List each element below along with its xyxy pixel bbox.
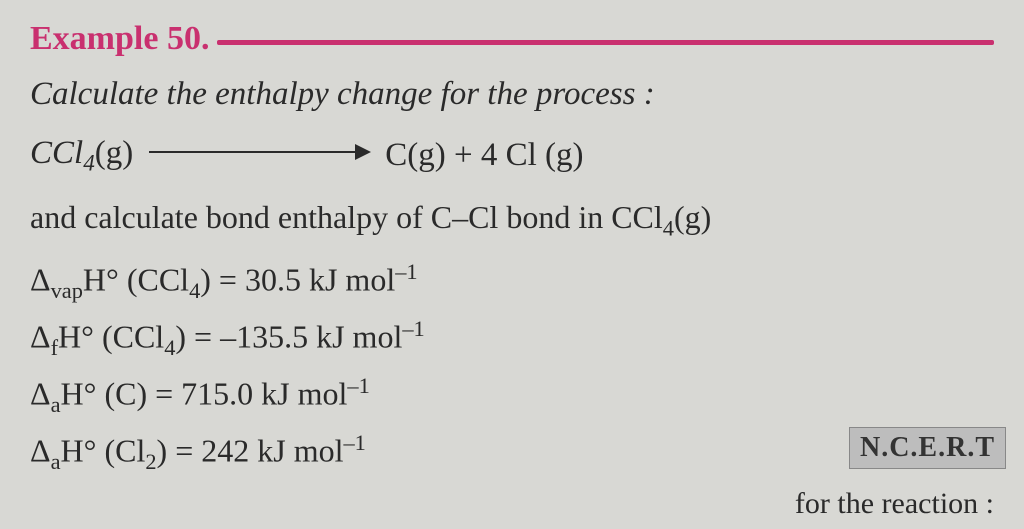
bond-enthalpy-prompt: and calculate bond enthalpy of C–Cl bond…	[30, 199, 994, 241]
equation-lhs: CCl4(g)	[30, 135, 133, 177]
value: = 715.0 kJ mol	[155, 376, 347, 412]
species: CCl	[137, 262, 189, 298]
species-sub: 4	[164, 335, 175, 360]
delta-sub: a	[51, 392, 61, 417]
partial-cutoff-text: for the reaction :	[795, 487, 994, 521]
reaction-arrow-icon	[149, 151, 369, 153]
exp: –1	[347, 373, 369, 398]
value: = 242 kJ mol	[175, 433, 343, 469]
species: C	[115, 376, 136, 412]
example-header: Example 50.	[30, 20, 994, 58]
data-line: ΔfH° (CCl4) = –135.5 kJ mol–1	[30, 316, 994, 361]
value: = –135.5 kJ mol	[194, 319, 402, 355]
rhs-plus: + 4 Cl (g)	[446, 137, 584, 173]
subtext-a-state: (g)	[674, 199, 711, 235]
exp: –1	[343, 430, 365, 455]
header-rule	[217, 40, 994, 45]
data-line: ΔvapH° (CCl4) = 30.5 kJ mol–1	[30, 259, 994, 304]
delta-sub: vap	[51, 278, 83, 303]
example-label: Example 50.	[30, 20, 209, 58]
lhs-sub: 4	[83, 150, 95, 176]
species: Cl	[115, 433, 145, 469]
problem-prompt: Calculate the enthalpy change for the pr…	[30, 76, 994, 113]
species-sub: 4	[189, 278, 200, 303]
exp: –1	[402, 316, 424, 341]
rhs-a: C(g)	[385, 137, 446, 173]
data-line: ΔaH° (C) = 715.0 kJ mol–1	[30, 373, 994, 418]
subtext-a: and calculate bond enthalpy of C–Cl bond…	[30, 199, 663, 235]
value: = 30.5 kJ mol	[219, 262, 395, 298]
delta-sub: f	[51, 335, 58, 360]
reaction-equation: CCl4(g) C(g) + 4 Cl (g)	[30, 135, 994, 177]
subtext-a-sub: 4	[663, 215, 674, 240]
species: CCl	[113, 319, 165, 355]
delta-sub: a	[51, 449, 61, 474]
ncert-badge: N.C.E.R.T	[849, 427, 1006, 469]
equation-rhs: C(g) + 4 Cl (g)	[385, 137, 583, 174]
species-sub: 2	[145, 449, 156, 474]
exp: –1	[395, 259, 417, 284]
lhs-state: (g)	[95, 135, 133, 171]
lhs-species: CCl	[30, 135, 83, 171]
